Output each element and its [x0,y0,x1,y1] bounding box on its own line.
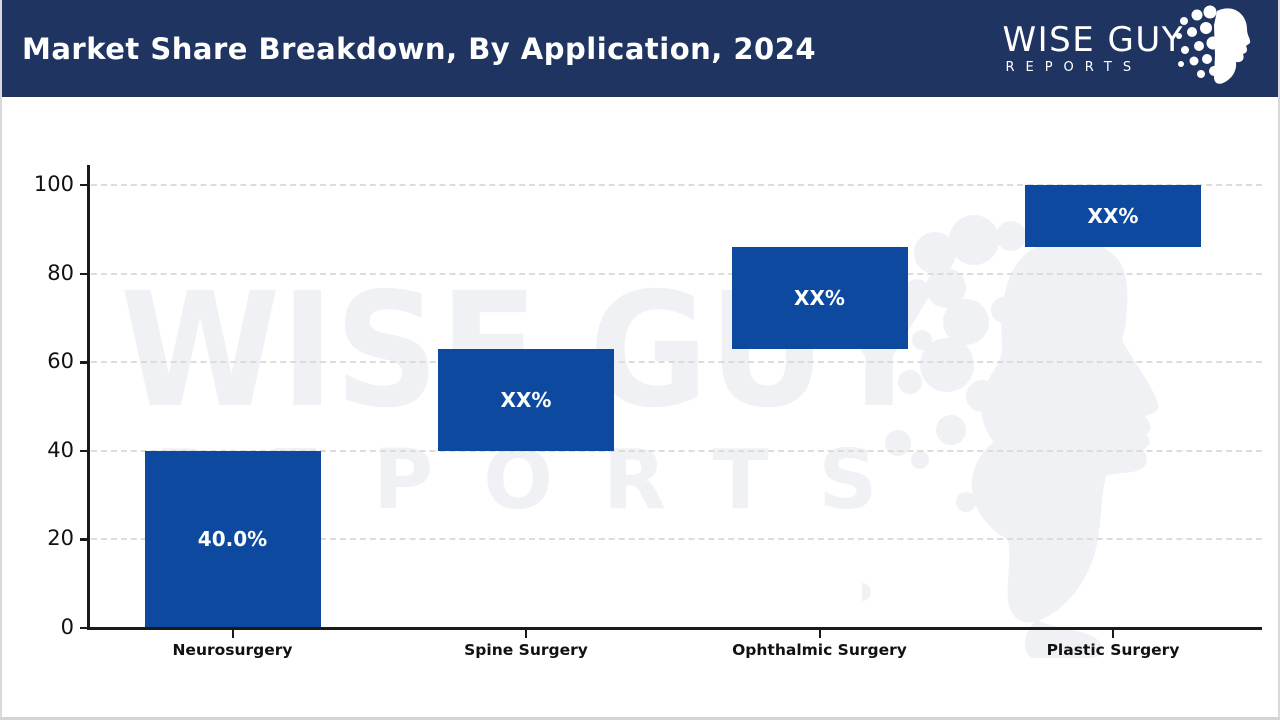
logo-head-icon [1176,5,1251,84]
bar-neurosurgery [144,450,321,628]
header: Market Share Breakdown, By Application, … [2,0,1278,97]
y-tickmark [80,538,89,541]
y-gridline [91,538,1262,541]
y-tick-label: 40 [47,437,74,462]
y-gridline [91,184,1262,186]
x-tickmark [525,629,528,638]
y-tick-label: 100 [33,172,74,196]
x-tickmark [1112,629,1115,638]
wise-guy-logo: WISE GUY REPORTS [1002,5,1256,91]
x-category-label: Ophthalmic Surgery [732,641,907,659]
x-category-label: Spine Surgery [464,641,588,659]
y-tickmark [80,449,89,453]
logo-wordmark: WISE GUY [1002,20,1184,60]
y-tick-label: 80 [47,260,74,285]
y-tick-label: 0 [60,615,74,639]
bar-value-label: XX% [500,387,552,412]
bar-value-label: 40.0% [197,527,268,552]
bar-value-label: XX% [1087,204,1139,228]
y-tickmark [80,361,89,364]
watermark-head-icon [862,212,1159,658]
y-axis-line [87,165,90,629]
y-tickmark [80,184,89,187]
bar-value-label: XX% [794,285,845,310]
y-gridline [91,272,1262,275]
bar-ophthalmic-surgery [731,247,908,349]
y-tickmark [80,272,89,275]
x-axis-line [87,627,1262,630]
x-category-label: Neurosurgery [172,641,293,659]
y-tick-label: 60 [47,349,74,374]
y-tickmark [80,627,89,630]
bar-plastic-surgery [1025,185,1201,248]
y-gridline [91,361,1262,364]
bar-spine-surgery [438,348,614,451]
y-tick-label: 20 [47,526,74,551]
page-title: Market Share Breakdown, By Application, … [22,31,817,66]
x-category-label: Plastic Surgery [1046,641,1180,659]
x-tickmark [231,629,234,638]
logo-subtext: REPORTS [1005,60,1143,75]
y-gridline [91,449,1262,452]
x-tickmark [818,629,821,638]
